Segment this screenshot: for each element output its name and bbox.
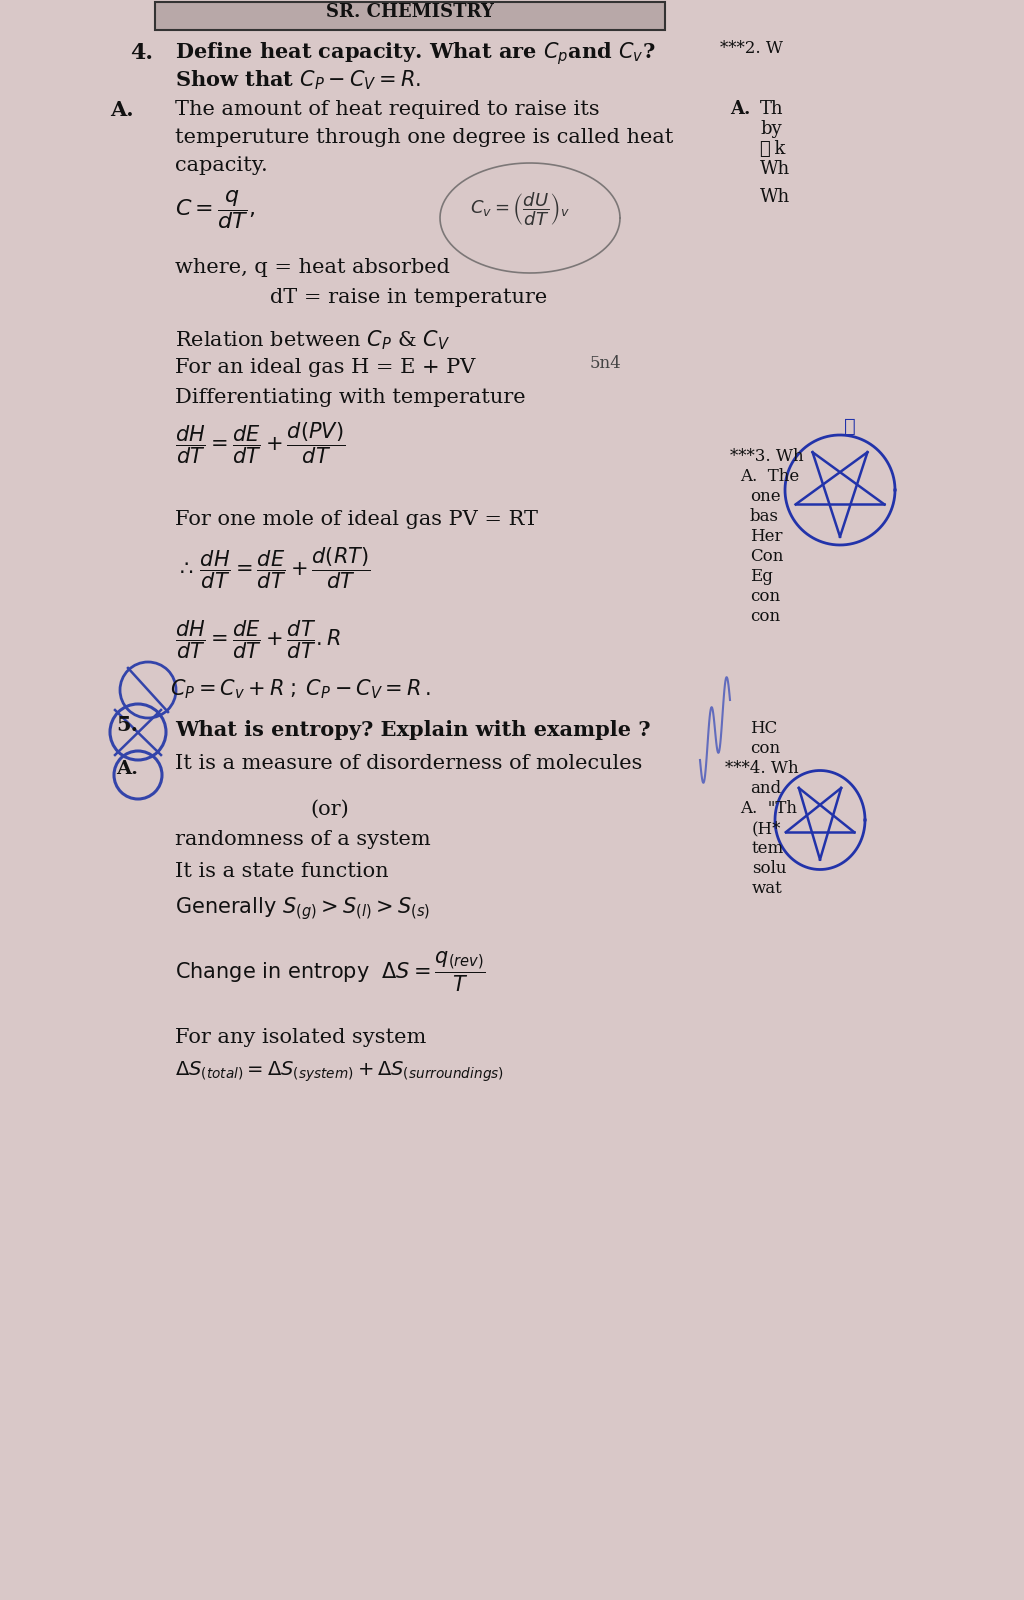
Text: What is entropy? Explain with example ?: What is entropy? Explain with example ? — [175, 720, 650, 739]
Text: dT = raise in temperature: dT = raise in temperature — [270, 288, 547, 307]
Text: Eg: Eg — [750, 568, 773, 586]
Bar — [155, 2, 665, 30]
Text: ***3. Wh: ***3. Wh — [730, 448, 804, 466]
Text: $\Delta S_{(total)} = \Delta S_{(system)} + \Delta S_{(surroundings)}$: $\Delta S_{(total)} = \Delta S_{(system)… — [175, 1059, 504, 1085]
Text: randomness of a system: randomness of a system — [175, 830, 431, 850]
Text: $C_v = \left(\dfrac{dU}{dT}\right)_v$: $C_v = \left(\dfrac{dU}{dT}\right)_v$ — [470, 190, 570, 227]
Text: bas: bas — [750, 509, 779, 525]
Text: ∴ k: ∴ k — [760, 141, 785, 158]
Text: Change in entropy  $\Delta S = \dfrac{q_{(rev)}}{T}$: Change in entropy $\Delta S = \dfrac{q_{… — [175, 950, 485, 994]
Text: Show that $C_P - C_V = R.$: Show that $C_P - C_V = R.$ — [175, 67, 421, 91]
Text: $\therefore\,\dfrac{dH}{dT} = \dfrac{dE}{dT} + \dfrac{d(RT)}{dT}$: $\therefore\,\dfrac{dH}{dT} = \dfrac{dE}… — [175, 546, 371, 590]
Text: Con: Con — [750, 547, 783, 565]
Text: tem: tem — [752, 840, 784, 858]
Text: ∷: ∷ — [844, 418, 856, 435]
Text: Define heat capacity. What are $C_p$and $C_v$?: Define heat capacity. What are $C_p$and … — [175, 40, 655, 67]
Text: SR. CHEMISTRY: SR. CHEMISTRY — [326, 3, 494, 21]
Text: capacity.: capacity. — [175, 157, 267, 174]
Text: For one mole of ideal gas PV = RT: For one mole of ideal gas PV = RT — [175, 510, 538, 530]
Text: Wh: Wh — [760, 187, 791, 206]
Text: Her: Her — [750, 528, 782, 546]
Text: and: and — [750, 781, 781, 797]
Text: con: con — [750, 608, 780, 626]
Text: ***4. Wh: ***4. Wh — [725, 760, 799, 778]
Text: $C_P = C_v + R\;;\;C_P - C_V = R\,.$: $C_P = C_v + R\;;\;C_P - C_V = R\,.$ — [170, 677, 431, 701]
Text: For any isolated system: For any isolated system — [175, 1029, 426, 1046]
Text: 5n4: 5n4 — [590, 355, 622, 371]
Text: (H*: (H* — [752, 819, 781, 837]
Text: For an ideal gas H = E + PV: For an ideal gas H = E + PV — [175, 358, 475, 378]
Text: Differentiating with temperature: Differentiating with temperature — [175, 387, 525, 406]
Text: by: by — [760, 120, 781, 138]
Text: ***2. W: ***2. W — [720, 40, 783, 58]
Text: solu: solu — [752, 861, 786, 877]
Text: The amount of heat required to raise its: The amount of heat required to raise its — [175, 99, 600, 118]
Text: one: one — [750, 488, 780, 506]
Text: wat: wat — [752, 880, 782, 898]
Text: 4.: 4. — [130, 42, 153, 64]
Text: con: con — [750, 739, 780, 757]
Text: Th: Th — [760, 99, 783, 118]
Text: A.: A. — [116, 760, 138, 778]
Text: A.  The: A. The — [740, 467, 800, 485]
Text: $C = \dfrac{q}{dT},$: $C = \dfrac{q}{dT},$ — [175, 187, 255, 230]
Text: $\dfrac{dH}{dT} = \dfrac{dE}{dT} + \dfrac{d(PV)}{dT}$: $\dfrac{dH}{dT} = \dfrac{dE}{dT} + \dfra… — [175, 419, 345, 466]
Text: temperuture through one degree is called heat: temperuture through one degree is called… — [175, 128, 674, 147]
Text: It is a state function: It is a state function — [175, 862, 389, 882]
Text: (or): (or) — [310, 800, 349, 819]
Text: Wh: Wh — [760, 160, 791, 178]
Text: A.: A. — [110, 99, 133, 120]
Text: where, q = heat absorbed: where, q = heat absorbed — [175, 258, 450, 277]
Text: Generally $S_{(g)} > S_{(l)} > S_{(s)}$: Generally $S_{(g)} > S_{(l)} > S_{(s)}$ — [175, 894, 430, 922]
Text: 5.: 5. — [116, 715, 138, 734]
Text: con: con — [750, 587, 780, 605]
Text: A.  "Th: A. "Th — [740, 800, 797, 818]
Text: It is a measure of disorderness of molecules: It is a measure of disorderness of molec… — [175, 754, 642, 773]
Text: $\dfrac{dH}{dT} = \dfrac{dE}{dT} + \dfrac{dT}{dT}.R$: $\dfrac{dH}{dT} = \dfrac{dE}{dT} + \dfra… — [175, 618, 341, 661]
Text: A.: A. — [730, 99, 751, 118]
Text: Relation between $C_P$ & $C_V$: Relation between $C_P$ & $C_V$ — [175, 328, 450, 352]
Text: HC: HC — [750, 720, 777, 738]
